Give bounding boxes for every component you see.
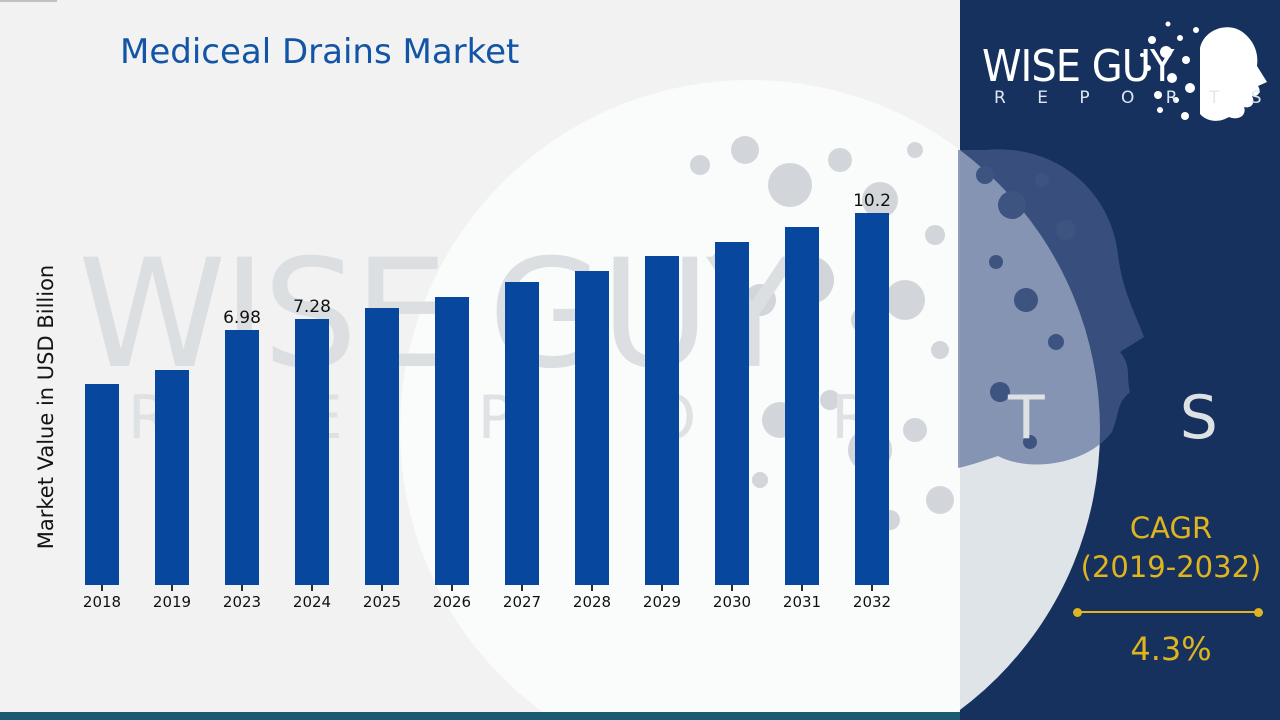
- logo-dots: [1140, 21, 1199, 120]
- dot-pattern-slate: [976, 166, 1076, 449]
- x-tick-2032: [837, 585, 907, 591]
- logo-head-icon: [1200, 27, 1267, 121]
- bar-column-2027: [487, 185, 557, 585]
- bar-column-2031: [767, 185, 837, 585]
- bar-column-2028: [557, 185, 627, 585]
- bar-column-2018: [67, 185, 137, 585]
- x-label-2029: 2029: [642, 593, 682, 611]
- x-tick-2025: [347, 585, 417, 591]
- x-tick-2028: [557, 585, 627, 591]
- top-edge-sliver: [0, 0, 57, 2]
- bar-2026: [435, 297, 469, 585]
- x-tick-2023: [207, 585, 277, 591]
- x-label-2032: 2032: [852, 593, 892, 611]
- bar-2018: [85, 384, 119, 585]
- x-tick-2019: [137, 585, 207, 591]
- bar-2028: [575, 271, 609, 585]
- line-endpoint-dot-right: [1254, 607, 1263, 617]
- bar-column-2025: [347, 185, 417, 585]
- bar-2025: [365, 308, 399, 585]
- cagr-divider-line: [1073, 607, 1263, 617]
- bar-2030: [715, 242, 749, 585]
- footer-strip: [0, 712, 960, 720]
- x-axis-labels: 2018 2019 2023 2024 2025 2026 2027 2028 2029 2030…: [67, 593, 907, 611]
- x-label-2024: 2024: [292, 593, 332, 611]
- bar-column-2029: [627, 185, 697, 585]
- data-label-2032: 10.2: [853, 191, 891, 211]
- data-label-2023: 6.98: [223, 308, 261, 328]
- x-tick-2030: [697, 585, 767, 591]
- x-tick-2029: [627, 585, 697, 591]
- x-tick-2027: [487, 585, 557, 591]
- x-label-2019: 2019: [152, 593, 192, 611]
- bar-plot: 6.98 7.28 10.2: [67, 185, 907, 585]
- brand-reports: R E P O R T S: [994, 88, 1275, 108]
- bar-2023: [225, 330, 259, 585]
- bar-column-2019: [137, 185, 207, 585]
- bar-column-2024: 7.28: [277, 185, 347, 585]
- line-endpoint-dot-left: [1073, 607, 1082, 617]
- y-axis-title: Market Value in USD Billion: [34, 264, 58, 550]
- bar-column-2026: [417, 185, 487, 585]
- brand-wordmark: WISE GUY: [982, 42, 1174, 92]
- x-label-2026: 2026: [432, 593, 472, 611]
- x-label-2027: 2027: [502, 593, 542, 611]
- bar-2029: [645, 256, 679, 585]
- x-label-2031: 2031: [782, 593, 822, 611]
- cagr-range: (2019-2032): [1080, 550, 1262, 584]
- cagr-value: 4.3%: [1130, 630, 1212, 668]
- x-label-2023: 2023: [222, 593, 262, 611]
- bar-2024: [295, 319, 329, 585]
- x-label-2018: 2018: [82, 593, 122, 611]
- cagr-label: CAGR: [1129, 511, 1213, 545]
- bar-2019: [155, 370, 189, 585]
- x-tick-2018: [67, 585, 137, 591]
- bar-column-2023: 6.98: [207, 185, 277, 585]
- x-tick-2031: [767, 585, 837, 591]
- bar-column-2030: [697, 185, 767, 585]
- bar-2027: [505, 282, 539, 585]
- data-label-2024: 7.28: [293, 297, 331, 317]
- x-label-2025: 2025: [362, 593, 402, 611]
- x-tick-2026: [417, 585, 487, 591]
- x-axis-ticks: [67, 585, 907, 591]
- bar-2032: [855, 213, 889, 585]
- bar-2031: [785, 227, 819, 585]
- x-tick-2024: [277, 585, 347, 591]
- chart-title: Mediceal Drains Market: [120, 32, 520, 72]
- x-label-2030: 2030: [712, 593, 752, 611]
- x-label-2028: 2028: [572, 593, 612, 611]
- bar-column-2032: 10.2: [837, 185, 907, 585]
